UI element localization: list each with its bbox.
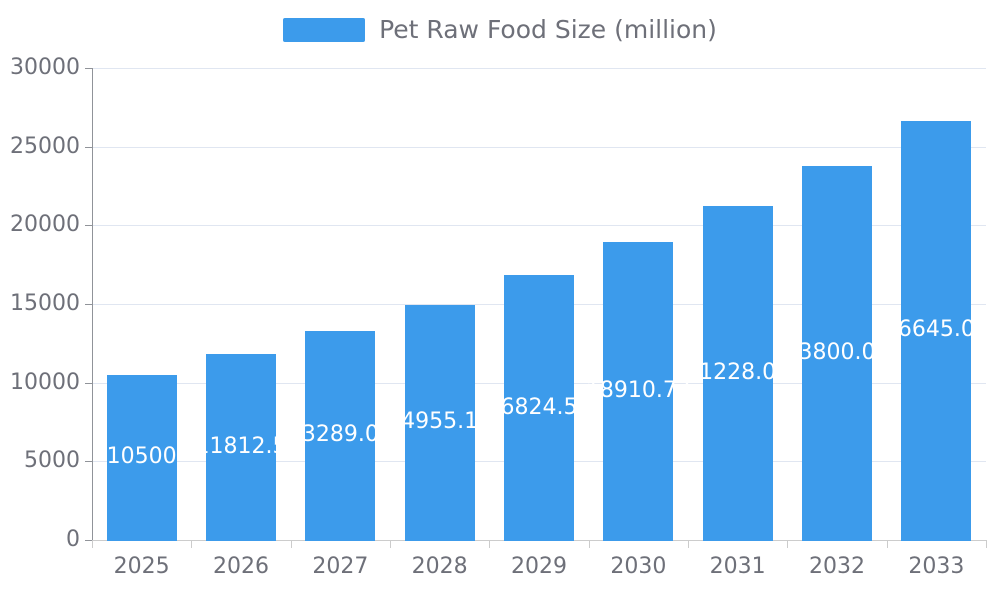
bar-2030[interactable] (603, 242, 674, 541)
bar-value-label: 18910.77 (585, 378, 691, 404)
y-axis-label: 15000 (10, 291, 80, 316)
x-axis-tick (787, 540, 789, 548)
y-axis-tick (85, 540, 92, 541)
bar-value-label: 13289.06 (287, 422, 393, 448)
bar-value-label: 16824.57 (486, 394, 592, 420)
bar-value-label: 26645.07 (883, 317, 989, 343)
gridline (92, 68, 986, 69)
y-axis-line (92, 68, 93, 548)
x-axis-tick (92, 540, 93, 548)
x-axis-label: 2032 (809, 554, 865, 579)
y-axis-tick (85, 146, 92, 148)
x-axis-label: 2027 (312, 554, 369, 579)
gridline (92, 225, 986, 227)
legend-swatch (283, 18, 366, 42)
x-axis-tick (886, 540, 888, 548)
x-axis-label: 2033 (908, 554, 965, 579)
y-axis-label: 30000 (10, 55, 80, 80)
bar-2027[interactable] (305, 330, 376, 541)
bar-2033[interactable] (901, 120, 972, 541)
legend-label: Pet Raw Food Size (million) (379, 15, 717, 44)
y-axis-label: 25000 (10, 133, 80, 159)
bar-value-label: 23800.08 (784, 339, 890, 365)
y-axis-label: 0 (66, 527, 80, 552)
x-axis-label: 2029 (511, 554, 567, 579)
bar-2028[interactable] (404, 304, 475, 541)
y-axis-tick (85, 304, 92, 305)
x-axis-label: 2028 (411, 554, 468, 579)
bar-2029[interactable] (504, 275, 574, 541)
bar-2032[interactable] (802, 165, 872, 541)
x-axis-label: 2031 (709, 554, 766, 579)
x-axis-tick (986, 540, 987, 548)
bar-2031[interactable] (702, 206, 773, 541)
y-axis-tick (85, 382, 92, 384)
x-axis-label: 2025 (113, 554, 170, 579)
x-axis-tick (588, 540, 590, 548)
x-axis-label: 2030 (610, 554, 667, 579)
y-axis-label: 20000 (10, 212, 80, 238)
y-axis-label: 10000 (10, 369, 80, 395)
x-axis-tick (191, 540, 193, 548)
x-axis-tick (688, 540, 689, 548)
y-axis-tick (85, 225, 92, 227)
x-axis-tick (290, 540, 292, 548)
y-axis-tick (85, 461, 92, 463)
y-axis-tick (85, 68, 92, 69)
gridline (92, 146, 986, 148)
bar-value-label: 11812.5 (195, 434, 287, 460)
bar-2025[interactable] (106, 374, 177, 541)
bar-value-label: 10500 (106, 444, 177, 470)
bar-value-label: 14955.18 (387, 409, 493, 435)
legend[interactable]: Pet Raw Food Size (million) (0, 15, 1000, 45)
bar-value-label: 21228.02 (685, 360, 791, 385)
x-axis-tick (489, 540, 491, 548)
bar-2026[interactable] (206, 354, 276, 541)
x-axis-tick (390, 540, 391, 548)
y-axis-label: 5000 (24, 448, 80, 474)
x-axis-label: 2026 (213, 554, 269, 579)
